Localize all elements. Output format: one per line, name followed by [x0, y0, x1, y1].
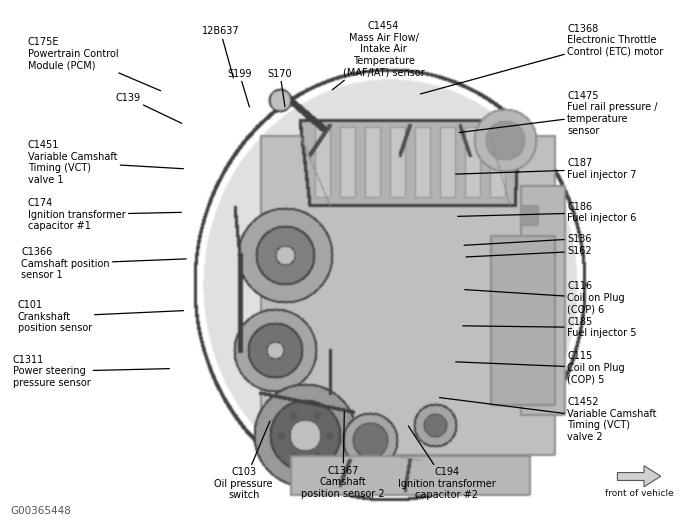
- Text: C1451
Variable Camshaft
Timing (VCT)
valve 1: C1451 Variable Camshaft Timing (VCT) val…: [28, 140, 183, 185]
- Text: C186
Fuel injector 6: C186 Fuel injector 6: [458, 202, 636, 223]
- Text: C116
Coil on Plug
(COP) 6: C116 Coil on Plug (COP) 6: [465, 281, 624, 315]
- Text: S170: S170: [267, 69, 293, 107]
- Text: C139: C139: [116, 93, 182, 124]
- Text: C185
Fuel injector 5: C185 Fuel injector 5: [463, 317, 636, 338]
- Text: C1366
Camshaft position
sensor 1: C1366 Camshaft position sensor 1: [21, 247, 186, 280]
- Text: C187
Fuel injector 7: C187 Fuel injector 7: [456, 158, 636, 180]
- Text: C1311
Power steering
pressure sensor: C1311 Power steering pressure sensor: [13, 355, 169, 388]
- Text: C194
Ignition transformer
capacitor #2: C194 Ignition transformer capacitor #2: [398, 426, 496, 501]
- Text: C1475
Fuel rail pressure /
temperature
sensor: C1475 Fuel rail pressure / temperature s…: [459, 91, 657, 136]
- Text: C1452
Variable Camshaft
Timing (VCT)
valve 2: C1452 Variable Camshaft Timing (VCT) val…: [440, 397, 657, 442]
- Text: C1368
Electronic Throttle
Control (ETC) motor: C1368 Electronic Throttle Control (ETC) …: [421, 24, 664, 94]
- Text: C174
Ignition transformer
capacitor #1: C174 Ignition transformer capacitor #1: [28, 198, 181, 231]
- Text: C1367
Camshaft
position sensor 2: C1367 Camshaft position sensor 2: [301, 412, 385, 499]
- Polygon shape: [617, 466, 661, 487]
- Text: 12B637: 12B637: [202, 26, 239, 78]
- Text: S199: S199: [227, 69, 252, 107]
- Text: C101
Crankshaft
position sensor: C101 Crankshaft position sensor: [18, 300, 183, 333]
- Text: front of vehicle: front of vehicle: [605, 489, 673, 498]
- Text: S136: S136: [464, 234, 592, 246]
- Text: C1454
Mass Air Flow/
Intake Air
Temperature
(MAF/IAT) sensor: C1454 Mass Air Flow/ Intake Air Temperat…: [332, 21, 424, 90]
- Text: C115
Coil on Plug
(COP) 5: C115 Coil on Plug (COP) 5: [456, 351, 624, 384]
- Text: C103
Oil pressure
switch: C103 Oil pressure switch: [214, 421, 273, 501]
- Text: S162: S162: [466, 247, 592, 257]
- Text: C175E
Powertrain Control
Module (PCM): C175E Powertrain Control Module (PCM): [28, 37, 161, 91]
- Text: G00365448: G00365448: [10, 506, 71, 516]
